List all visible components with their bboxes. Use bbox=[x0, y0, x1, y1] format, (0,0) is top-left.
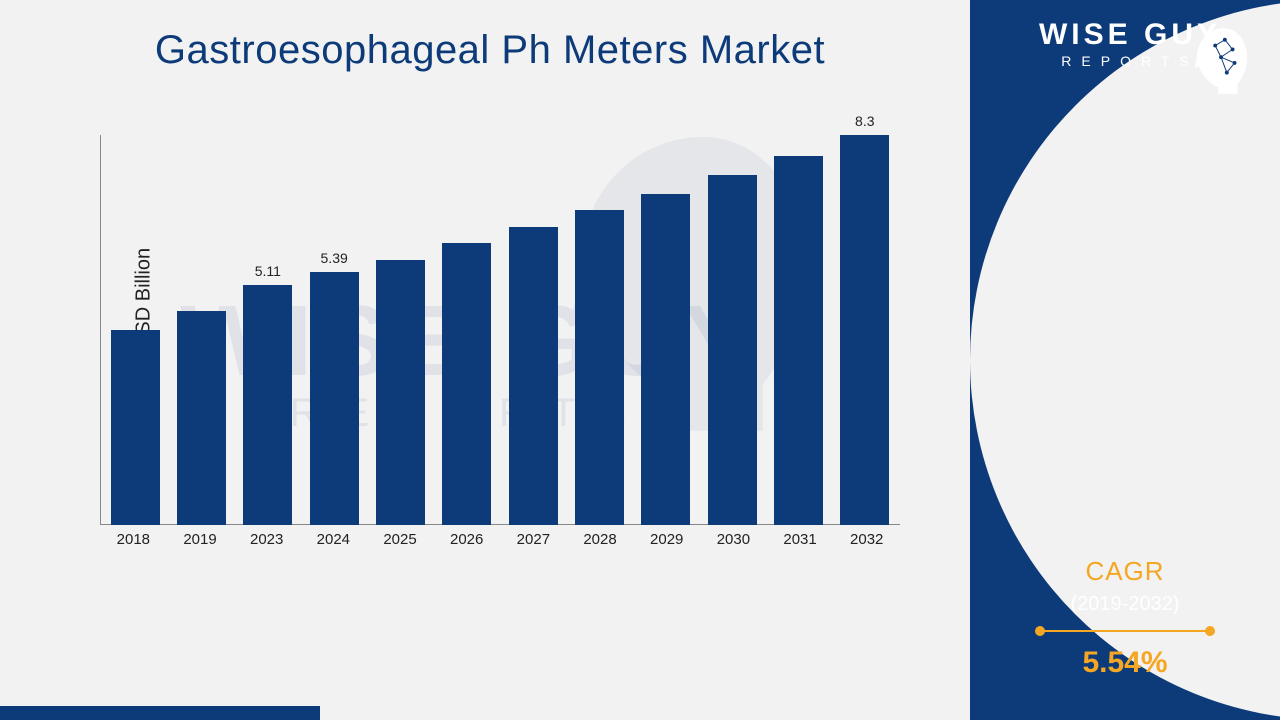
bar-slot bbox=[367, 135, 433, 525]
x-tick-label: 2018 bbox=[100, 531, 167, 555]
x-tick-label: 2029 bbox=[633, 531, 700, 555]
main-chart-area: WISE GUY REPORTS Gastroesophageal Ph Met… bbox=[0, 0, 970, 720]
bar-slot: 8.3 bbox=[832, 135, 898, 525]
bar bbox=[641, 194, 690, 525]
bar bbox=[243, 285, 292, 525]
bar bbox=[111, 330, 160, 525]
x-tick-label: 2024 bbox=[300, 531, 367, 555]
cagr-divider bbox=[1040, 630, 1210, 632]
cagr-block: CAGR (2019-2032) 5.54% bbox=[970, 556, 1280, 680]
bar-value-label: 5.39 bbox=[301, 250, 367, 266]
bar bbox=[310, 272, 359, 525]
x-tick-label: 2026 bbox=[433, 531, 500, 555]
bar-value-label: 8.3 bbox=[832, 113, 898, 129]
bar-slot bbox=[102, 135, 168, 525]
bar-slot bbox=[500, 135, 566, 525]
chart-title: Gastroesophageal Ph Meters Market bbox=[80, 28, 900, 73]
plot-area: 5.115.39 8.3 2018201920232024202520262027… bbox=[100, 135, 900, 565]
bar-slot bbox=[699, 135, 765, 525]
cagr-period: (2019-2032) bbox=[970, 593, 1280, 616]
bar bbox=[509, 227, 558, 525]
x-tick-label: 2019 bbox=[167, 531, 234, 555]
bar-slot bbox=[633, 135, 699, 525]
cagr-value: 5.54% bbox=[970, 646, 1280, 680]
bar-slot: 5.39 bbox=[301, 135, 367, 525]
cagr-title: CAGR bbox=[970, 556, 1280, 587]
x-tick-label: 2032 bbox=[833, 531, 900, 555]
bar bbox=[575, 210, 624, 525]
side-panel: WISE GUY REPORTS CAGR (2019-203 bbox=[970, 0, 1280, 720]
x-tick-label: 2028 bbox=[567, 531, 634, 555]
bar bbox=[708, 175, 757, 525]
bar-slot: 5.11 bbox=[235, 135, 301, 525]
bars-container: 5.115.39 8.3 bbox=[100, 135, 900, 525]
cagr-line-dot bbox=[1035, 626, 1045, 636]
x-tick-label: 2025 bbox=[367, 531, 434, 555]
bar bbox=[442, 243, 491, 525]
bar bbox=[840, 135, 889, 525]
bar bbox=[177, 311, 226, 525]
x-tick-label: 2030 bbox=[700, 531, 767, 555]
bottom-accent-strip bbox=[0, 706, 320, 720]
bar-slot bbox=[566, 135, 632, 525]
bar-chart: Market Value in USD Billion 5.115.398.3 … bbox=[80, 135, 900, 605]
logo-head-icon bbox=[1192, 26, 1250, 96]
brand-logo: WISE GUY REPORTS bbox=[1000, 20, 1260, 68]
page-root: WISE GUY REPORTS Gastroesophageal Ph Met… bbox=[0, 0, 1280, 720]
x-tick-label: 2027 bbox=[500, 531, 567, 555]
x-tick-label: 2023 bbox=[233, 531, 300, 555]
bar-slot bbox=[168, 135, 234, 525]
bar-slot bbox=[434, 135, 500, 525]
x-labels-container: 2018201920232024202520262027202820292030… bbox=[100, 531, 900, 555]
bar-value-label: 5.11 bbox=[235, 263, 301, 279]
bar bbox=[774, 156, 823, 525]
bar bbox=[376, 260, 425, 525]
bar-slot bbox=[765, 135, 831, 525]
x-tick-label: 2031 bbox=[767, 531, 834, 555]
cagr-line-dot bbox=[1205, 626, 1215, 636]
